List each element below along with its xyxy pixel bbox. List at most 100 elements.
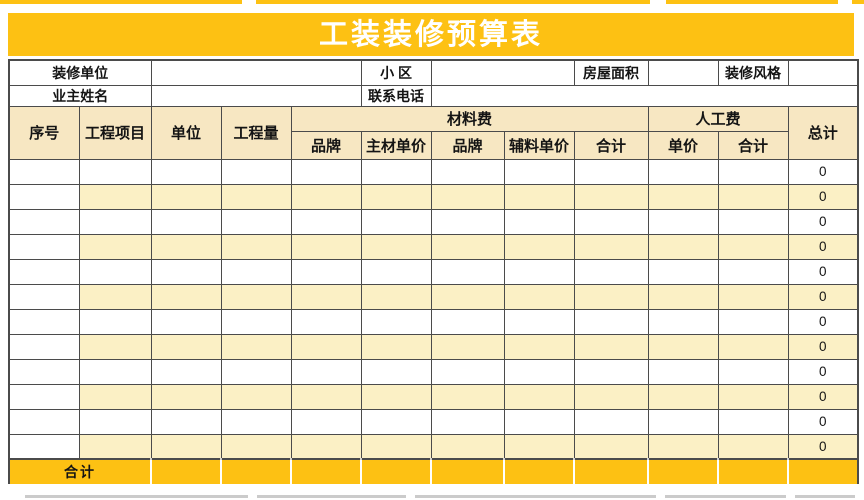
cell-material-subtotal[interactable] <box>573 433 649 460</box>
cell-project[interactable] <box>78 283 152 310</box>
cell-seq[interactable] <box>8 283 80 310</box>
cell-project[interactable] <box>78 333 152 360</box>
cell-material-subtotal[interactable] <box>573 358 649 385</box>
cell-row-total[interactable]: 0 <box>787 158 859 185</box>
cell-aux-price[interactable] <box>503 383 575 410</box>
cell-labor-price[interactable] <box>647 308 719 335</box>
cell-row-total[interactable]: 0 <box>787 283 859 310</box>
cell-project[interactable] <box>78 158 152 185</box>
cell-material-subtotal[interactable] <box>573 308 649 335</box>
cell-unit[interactable] <box>150 333 222 360</box>
cell-quantity[interactable] <box>220 383 292 410</box>
cell-main-price[interactable] <box>360 233 432 260</box>
cell-material-subtotal[interactable] <box>573 233 649 260</box>
cell-labor-subtotal[interactable] <box>717 233 789 260</box>
cell-main-price[interactable] <box>360 208 432 235</box>
footer-cell[interactable] <box>647 458 720 486</box>
cell-main-price[interactable] <box>360 433 432 460</box>
cell-main-price[interactable] <box>360 408 432 435</box>
decoration-style-field[interactable] <box>787 59 859 86</box>
cell-quantity[interactable] <box>220 433 292 460</box>
cell-labor-price[interactable] <box>647 433 719 460</box>
cell-brand[interactable] <box>290 408 362 435</box>
cell-aux-price[interactable] <box>503 183 575 210</box>
cell-material-subtotal[interactable] <box>573 333 649 360</box>
footer-cell[interactable] <box>150 458 222 486</box>
cell-seq[interactable] <box>8 258 80 285</box>
cell-quantity[interactable] <box>220 233 292 260</box>
cell-material-subtotal[interactable] <box>573 283 649 310</box>
cell-unit[interactable] <box>150 208 222 235</box>
cell-labor-price[interactable] <box>647 208 719 235</box>
cell-main-price[interactable] <box>360 333 432 360</box>
cell-labor-subtotal[interactable] <box>717 183 789 210</box>
cell-aux-brand[interactable] <box>430 208 505 235</box>
cell-aux-price[interactable] <box>503 283 575 310</box>
cell-brand[interactable] <box>290 283 362 310</box>
cell-quantity[interactable] <box>220 258 292 285</box>
cell-project[interactable] <box>78 308 152 335</box>
footer-cell[interactable] <box>717 458 790 486</box>
footer-cell[interactable] <box>787 458 860 486</box>
cell-aux-brand[interactable] <box>430 308 505 335</box>
cell-labor-price[interactable] <box>647 158 719 185</box>
cell-material-subtotal[interactable] <box>573 158 649 185</box>
cell-aux-brand[interactable] <box>430 383 505 410</box>
cell-brand[interactable] <box>290 433 362 460</box>
cell-aux-brand[interactable] <box>430 283 505 310</box>
cell-material-subtotal[interactable] <box>573 258 649 285</box>
cell-aux-price[interactable] <box>503 208 575 235</box>
cell-seq[interactable] <box>8 233 80 260</box>
cell-brand[interactable] <box>290 208 362 235</box>
community-field[interactable] <box>430 59 575 86</box>
cell-project[interactable] <box>78 433 152 460</box>
cell-seq[interactable] <box>8 408 80 435</box>
cell-brand[interactable] <box>290 258 362 285</box>
cell-quantity[interactable] <box>220 333 292 360</box>
cell-labor-price[interactable] <box>647 233 719 260</box>
cell-quantity[interactable] <box>220 408 292 435</box>
cell-brand[interactable] <box>290 358 362 385</box>
cell-aux-brand[interactable] <box>430 433 505 460</box>
cell-aux-price[interactable] <box>503 308 575 335</box>
cell-aux-brand[interactable] <box>430 333 505 360</box>
footer-cell[interactable] <box>430 458 506 486</box>
cell-main-price[interactable] <box>360 183 432 210</box>
cell-labor-price[interactable] <box>647 408 719 435</box>
cell-row-total[interactable]: 0 <box>787 333 859 360</box>
cell-labor-subtotal[interactable] <box>717 433 789 460</box>
cell-unit[interactable] <box>150 258 222 285</box>
cell-aux-brand[interactable] <box>430 408 505 435</box>
footer-cell[interactable] <box>503 458 576 486</box>
cell-aux-price[interactable] <box>503 358 575 385</box>
cell-row-total[interactable]: 0 <box>787 433 859 460</box>
cell-quantity[interactable] <box>220 158 292 185</box>
cell-labor-subtotal[interactable] <box>717 158 789 185</box>
cell-unit[interactable] <box>150 433 222 460</box>
cell-labor-price[interactable] <box>647 258 719 285</box>
cell-unit[interactable] <box>150 158 222 185</box>
cell-project[interactable] <box>78 233 152 260</box>
cell-unit[interactable] <box>150 408 222 435</box>
cell-aux-brand[interactable] <box>430 183 505 210</box>
contact-phone-field[interactable] <box>430 84 859 107</box>
cell-project[interactable] <box>78 358 152 385</box>
cell-aux-brand[interactable] <box>430 233 505 260</box>
cell-seq[interactable] <box>8 358 80 385</box>
cell-row-total[interactable]: 0 <box>787 258 859 285</box>
cell-project[interactable] <box>78 208 152 235</box>
cell-unit[interactable] <box>150 283 222 310</box>
footer-cell[interactable] <box>573 458 650 486</box>
cell-labor-price[interactable] <box>647 283 719 310</box>
cell-quantity[interactable] <box>220 183 292 210</box>
cell-material-subtotal[interactable] <box>573 383 649 410</box>
cell-labor-subtotal[interactable] <box>717 258 789 285</box>
cell-labor-subtotal[interactable] <box>717 358 789 385</box>
cell-row-total[interactable]: 0 <box>787 208 859 235</box>
cell-labor-price[interactable] <box>647 183 719 210</box>
cell-row-total[interactable]: 0 <box>787 383 859 410</box>
footer-cell[interactable] <box>220 458 292 486</box>
cell-main-price[interactable] <box>360 158 432 185</box>
cell-main-price[interactable] <box>360 308 432 335</box>
footer-cell[interactable] <box>360 458 433 486</box>
